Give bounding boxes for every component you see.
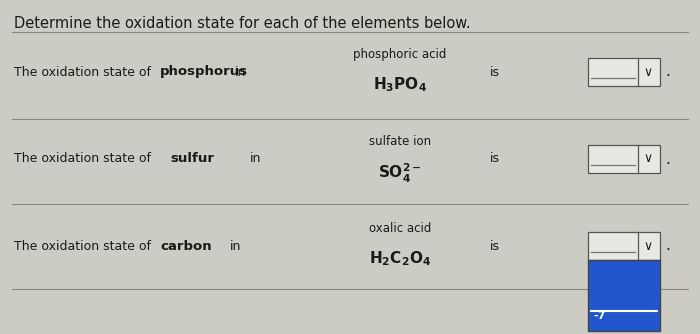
Text: $\mathbf{H_2C_2O_4}$: $\mathbf{H_2C_2O_4}$	[369, 249, 431, 268]
Text: phosphoric acid: phosphoric acid	[354, 48, 447, 61]
Text: in: in	[235, 65, 246, 78]
Text: in: in	[230, 239, 241, 253]
Text: .: .	[665, 152, 670, 167]
Text: -7: -7	[593, 311, 606, 321]
Text: ∨: ∨	[643, 65, 652, 78]
Text: .: .	[665, 64, 670, 79]
Text: The oxidation state of: The oxidation state of	[14, 65, 151, 78]
Text: carbon: carbon	[160, 239, 211, 253]
Text: phosphorus: phosphorus	[160, 65, 248, 78]
Text: .: .	[665, 238, 670, 254]
Bar	[588, 145, 660, 173]
Text: ∨: ∨	[643, 239, 652, 253]
Text: sulfate ion: sulfate ion	[369, 135, 431, 148]
Bar	[588, 58, 660, 86]
Text: $\mathbf{H_3PO_4}$: $\mathbf{H_3PO_4}$	[373, 75, 427, 94]
Text: The oxidation state of: The oxidation state of	[14, 239, 151, 253]
Text: The oxidation state of: The oxidation state of	[14, 153, 151, 166]
Text: ∨: ∨	[643, 153, 652, 166]
Text: sulfur: sulfur	[170, 153, 214, 166]
Text: $\mathbf{SO_4^{2-}}$: $\mathbf{SO_4^{2-}}$	[378, 162, 421, 185]
Text: oxalic acid: oxalic acid	[369, 222, 431, 235]
Text: is: is	[490, 65, 500, 78]
Text: is: is	[490, 153, 500, 166]
Bar	[588, 260, 660, 331]
Text: Determine the oxidation state for each of the elements below.: Determine the oxidation state for each o…	[14, 16, 470, 31]
Bar	[588, 232, 660, 260]
Text: is: is	[490, 239, 500, 253]
Text: in: in	[250, 153, 261, 166]
